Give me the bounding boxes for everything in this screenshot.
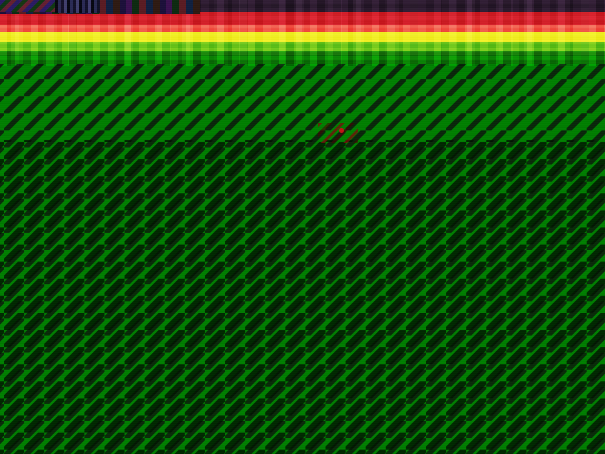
top-left-noise-streak bbox=[55, 0, 100, 13]
green-band-1-layer bbox=[0, 47, 605, 55]
yellow-band-layer bbox=[0, 30, 605, 42]
diagonal-slash-pattern-bold bbox=[0, 140, 605, 454]
lime-band-layer bbox=[0, 42, 605, 51]
green-band-2-layer bbox=[0, 54, 605, 64]
top-left-noise-diagonal bbox=[0, 0, 60, 12]
red-band-layer bbox=[0, 12, 605, 25]
glitch-artifact-dot bbox=[339, 128, 344, 133]
glitch-artifact-patch bbox=[318, 123, 358, 143]
